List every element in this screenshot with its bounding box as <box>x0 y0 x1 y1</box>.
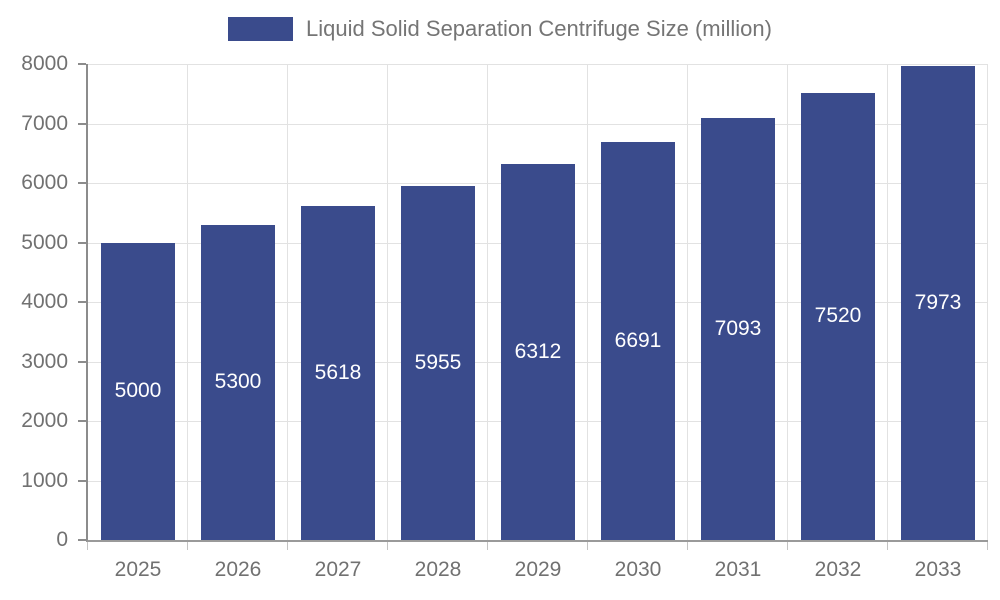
x-axis-tick-label: 2028 <box>414 558 462 581</box>
x-axis-tick <box>587 542 588 550</box>
bar-2030[interactable]: 6691 <box>601 141 675 540</box>
y-axis-tick <box>78 420 86 422</box>
bar-2025[interactable]: 5000 <box>101 242 175 540</box>
y-axis-tick <box>78 539 86 541</box>
bar-2033[interactable]: 7973 <box>901 65 975 540</box>
bar-2029[interactable]: 6312 <box>501 164 575 540</box>
bar-value-label: 7093 <box>714 316 762 340</box>
gridline-vertical <box>687 64 688 540</box>
x-axis-tick-label: 2026 <box>214 558 262 581</box>
y-axis-tick <box>78 360 86 363</box>
bar-value-label: 7520 <box>814 304 862 328</box>
gridline-vertical <box>587 64 588 540</box>
bar-2031[interactable]: 7093 <box>701 117 775 540</box>
chart-legend: Liquid Solid Separation Centrifuge Size … <box>0 16 1000 42</box>
y-axis-tick-label: 0 <box>56 528 68 551</box>
y-axis-tick <box>78 63 86 65</box>
x-axis-tick <box>287 542 288 550</box>
bar-value-label: 5300 <box>214 370 262 394</box>
y-axis-tick-label: 4000 <box>21 290 68 313</box>
y-axis-tick-label: 7000 <box>21 111 68 135</box>
x-axis-tick <box>987 542 988 550</box>
legend-label: Liquid Solid Separation Centrifuge Size … <box>306 16 772 41</box>
gridline-vertical <box>487 64 488 540</box>
x-axis-tick <box>787 542 788 550</box>
y-axis-tick-label: 8000 <box>21 52 68 75</box>
x-axis-tick-label: 2027 <box>314 558 362 581</box>
y-axis-tick-label: 1000 <box>21 468 68 492</box>
gridline-horizontal <box>88 64 988 65</box>
gridline-vertical <box>787 64 788 540</box>
x-axis-tick <box>687 542 688 550</box>
bar-value-label: 5000 <box>114 379 162 403</box>
x-axis-tick <box>387 542 388 550</box>
gridline-vertical <box>287 64 288 540</box>
y-axis-tick <box>78 182 86 184</box>
x-axis-tick <box>487 542 488 550</box>
bar-value-label: 5955 <box>414 350 462 374</box>
x-axis-tick-label: 2033 <box>914 558 962 581</box>
y-axis-tick <box>78 241 86 244</box>
gridline-vertical <box>187 64 188 540</box>
x-axis-tick-label: 2025 <box>114 558 162 581</box>
x-axis-tick-label: 2029 <box>514 558 562 581</box>
gridline-vertical <box>987 64 988 540</box>
x-axis-tick-label: 2032 <box>814 558 862 581</box>
bar-2028[interactable]: 5955 <box>401 185 475 540</box>
y-axis-tick <box>78 479 86 482</box>
x-axis-tick <box>187 542 188 550</box>
gridline-vertical <box>387 64 388 540</box>
plot-area: 0 1000 2000 3000 4000 5000 6000 7000 8000 5000 202… <box>21 52 988 581</box>
gridline-horizontal <box>88 123 988 125</box>
x-axis-tick <box>87 542 88 550</box>
y-axis-tick-label: 2000 <box>21 409 68 432</box>
y-axis-tick <box>78 122 86 125</box>
gridline-vertical <box>887 64 888 540</box>
bar-2032[interactable]: 7520 <box>801 92 875 540</box>
x-axis-tick <box>887 542 888 550</box>
bar-value-label: 6691 <box>614 328 662 352</box>
bar-2026[interactable]: 5300 <box>201 224 275 540</box>
y-axis-tick <box>78 301 86 303</box>
bar-value-label: 6312 <box>514 340 562 364</box>
legend-swatch-icon <box>228 17 294 41</box>
x-axis-tick-label: 2031 <box>714 558 762 581</box>
y-axis-tick-label: 6000 <box>21 171 68 194</box>
x-axis-tick-label: 2030 <box>614 558 662 581</box>
bar-value-label: 5618 <box>314 360 362 384</box>
y-axis-tick-label: 3000 <box>21 349 68 373</box>
legend-item-centrifuge-size[interactable]: Liquid Solid Separation Centrifuge Size … <box>228 16 772 42</box>
bar-2027[interactable]: 5618 <box>301 205 375 540</box>
y-axis-tick-label: 5000 <box>21 230 68 254</box>
bar-value-label: 7973 <box>914 290 962 314</box>
